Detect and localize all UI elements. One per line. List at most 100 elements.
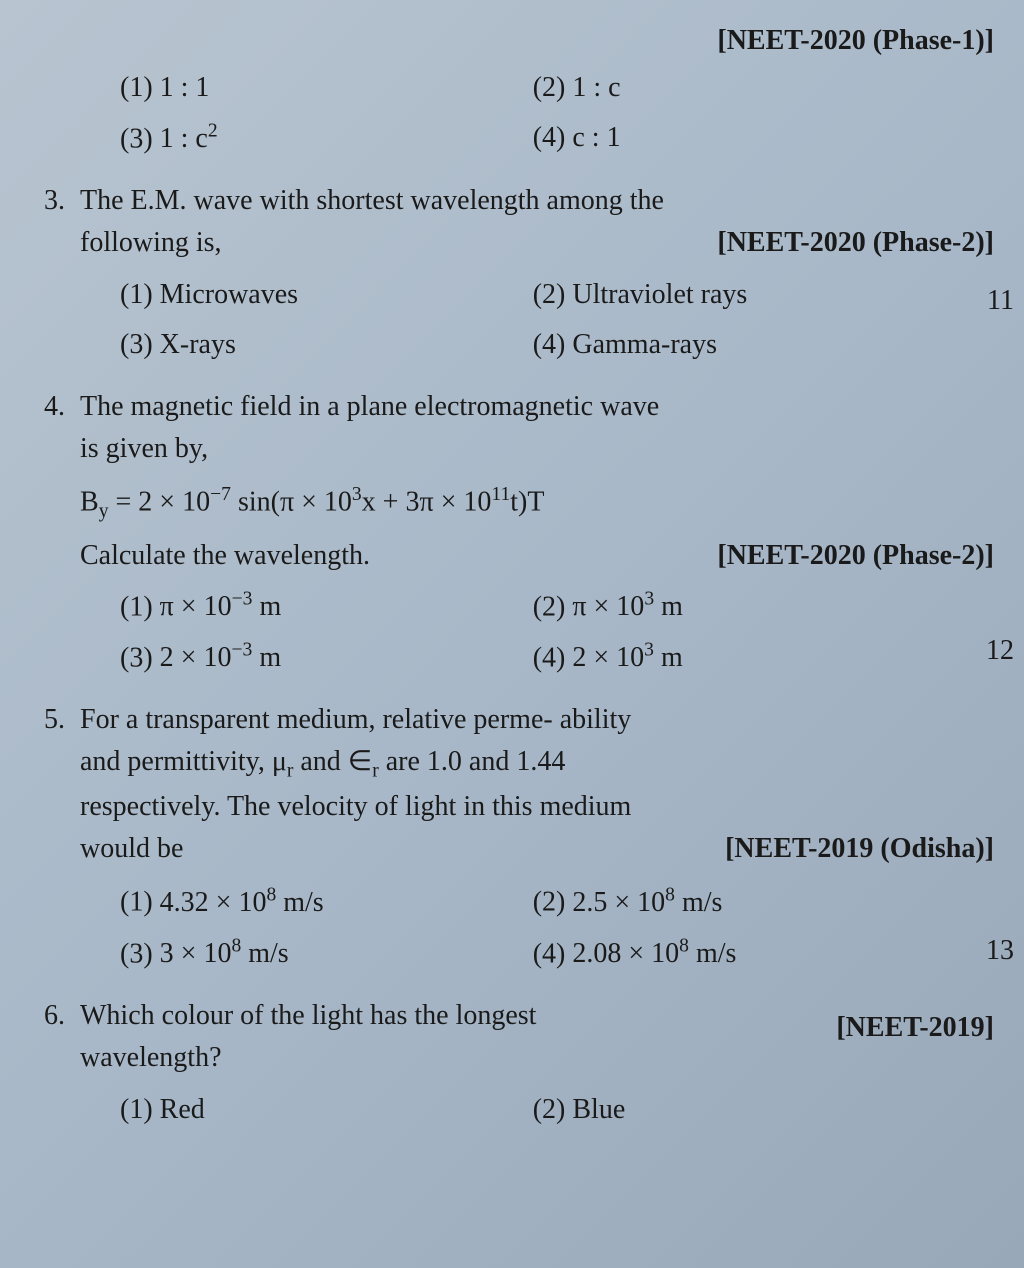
q4-opt4-num: (4) (533, 642, 566, 673)
q4-number: 4. (30, 386, 80, 470)
q3-exam-tag: [NEET-2020 (Phase-2)] (717, 222, 994, 264)
q4-opt2-num: (2) (533, 591, 566, 622)
exam-tag-q2: [NEET-2020 (Phase-1)] (717, 20, 994, 62)
question-5: 5. For a transparent medium, relative pe… (30, 699, 994, 870)
q6-number: 6. (30, 995, 80, 1079)
q3-line1: The E.M. wave with shortest wavelength a… (80, 180, 994, 222)
q6-opt1-text: Red (160, 1094, 205, 1125)
q3-opt1-text: Microwaves (160, 279, 298, 310)
margin-num-13: 13 (986, 930, 1014, 972)
q2-opt3-text: 1 : c2 (160, 123, 218, 154)
q5-opt1-text: 4.32 × 108 m/s (160, 887, 324, 918)
q4-opt1-num: (1) (120, 591, 153, 622)
q4-calc-text: Calculate the wavelength. (80, 535, 717, 577)
q4-opt4-text: 2 × 103 m (572, 642, 682, 673)
q4-line1: The magnetic field in a plane electromag… (80, 386, 994, 428)
q2-opt1-num: (1) (120, 72, 153, 103)
q3-opt4: (4) Gamma-rays (493, 324, 994, 366)
q3-opt2: (2) Ultraviolet rays (493, 274, 994, 316)
q2-opt4: (4) c : 1 (493, 117, 994, 160)
q2-opt2: (2) 1 : c (493, 67, 994, 109)
q4-opt2: (2) π × 103 m (493, 585, 994, 628)
q6-line2: wavelength? (80, 1037, 222, 1079)
q5-exam-tag: [NEET-2019 (Odisha)] (725, 828, 994, 870)
q5-opt3-num: (3) (120, 938, 153, 969)
q5-options-row2: (3) 3 × 108 m/s (4) 2.08 × 108 m/s (30, 932, 994, 975)
q4-options-row2: (3) 2 × 10−3 m (4) 2 × 103 m (30, 636, 994, 679)
q3-opt2-num: (2) (533, 279, 566, 310)
q3-opt2-text: Ultraviolet rays (572, 279, 747, 310)
q2-options-row2: (3) 1 : c2 (4) c : 1 (30, 117, 994, 160)
q3-opt3-text: X-rays (160, 329, 236, 360)
q2-opt2-text: 1 : c (572, 72, 620, 103)
q3-options-row1: (1) Microwaves (2) Ultraviolet rays (30, 274, 994, 316)
q4-opt4: (4) 2 × 103 m (493, 636, 994, 679)
q5-text: For a transparent medium, relative perme… (80, 699, 994, 870)
q2-opt2-num: (2) (533, 72, 566, 103)
q3-opt4-num: (4) (533, 329, 566, 360)
q4-formula: By = 2 × 10−7 sin(π × 103x + 3π × 1011t)… (30, 480, 994, 526)
q3-opt4-text: Gamma-rays (572, 329, 717, 360)
q3-opt3-num: (3) (120, 329, 153, 360)
q5-line4: would be (80, 828, 183, 870)
q2-opt1-text: 1 : 1 (160, 72, 210, 103)
q3-opt3: (3) X-rays (30, 324, 493, 366)
q4-opt3: (3) 2 × 10−3 m (30, 636, 493, 679)
q5-opt2-text: 2.5 × 108 m/s (572, 887, 722, 918)
q4-opt3-text: 2 × 10−3 m (160, 642, 281, 673)
q6-opt2-num: (2) (533, 1094, 566, 1125)
q5-opt3: (3) 3 × 108 m/s (30, 932, 493, 975)
q2-opt3: (3) 1 : c2 (30, 117, 493, 160)
q5-opt4-text: 2.08 × 108 m/s (572, 938, 736, 969)
q4-text: The magnetic field in a plane electromag… (80, 386, 994, 470)
q5-line4-row: would be [NEET-2019 (Odisha)] (80, 828, 994, 870)
q5-opt3-text: 3 × 108 m/s (160, 938, 289, 969)
q4-line2: is given by, (80, 428, 994, 470)
question-4: 4. The magnetic field in a plane electro… (30, 386, 994, 470)
q6-text: Which colour of the light has the longes… (80, 995, 994, 1079)
q6-opt1: (1) Red (30, 1089, 493, 1131)
q5-opt2: (2) 2.5 × 108 m/s (493, 880, 994, 923)
q5-line3: respectively. The velocity of light in t… (80, 786, 994, 828)
q6-exam-tag: [NEET-2019] (836, 1007, 994, 1079)
q3-line2: following is, (80, 222, 222, 264)
q3-line2-row: following is, [NEET-2020 (Phase-2)] (80, 222, 994, 264)
q5-opt1-num: (1) (120, 887, 153, 918)
q4-exam-tag: [NEET-2020 (Phase-2)] (717, 535, 994, 577)
q5-line2: and permittivity, μr and ∈r are 1.0 and … (80, 741, 994, 786)
q3-text: The E.M. wave with shortest wavelength a… (80, 180, 994, 264)
q6-opt1-num: (1) (120, 1094, 153, 1125)
top-partial-header: [NEET-2020 (Phase-1)] (30, 20, 994, 62)
q4-opt1: (1) π × 10−3 m (30, 585, 493, 628)
q4-opt1-text: π × 10−3 m (160, 591, 282, 622)
q4-opt3-num: (3) (120, 642, 153, 673)
q6-opt2: (2) Blue (493, 1089, 994, 1131)
q3-opt1: (1) Microwaves (30, 274, 493, 316)
margin-num-12: 12 (986, 630, 1014, 672)
q5-opt2-num: (2) (533, 887, 566, 918)
q4-options-row1: (1) π × 10−3 m (2) π × 103 m (30, 585, 994, 628)
q5-number: 5. (30, 699, 80, 870)
q6-options-row1: (1) Red (2) Blue (30, 1089, 994, 1131)
margin-num-11: 11 (987, 280, 1014, 322)
q2-opt3-num: (3) (120, 123, 153, 154)
q5-opt4: (4) 2.08 × 108 m/s (493, 932, 994, 975)
q2-opt4-num: (4) (533, 122, 566, 153)
q4-opt2-text: π × 103 m (572, 591, 683, 622)
q5-opt1: (1) 4.32 × 108 m/s (30, 880, 493, 923)
q3-options-row2: (3) X-rays (4) Gamma-rays (30, 324, 994, 366)
q2-opt4-text: c : 1 (572, 122, 620, 153)
page-content: [NEET-2020 (Phase-1)] (1) 1 : 1 (2) 1 : … (30, 20, 994, 1131)
q3-number: 3. (30, 180, 80, 264)
q5-opt4-num: (4) (533, 938, 566, 969)
q4-calc-row: Calculate the wavelength. [NEET-2020 (Ph… (30, 535, 994, 577)
q6-opt2-text: Blue (572, 1094, 625, 1125)
q6-line2-row: wavelength? [NEET-2019] (80, 1037, 994, 1079)
q2-options-row1: (1) 1 : 1 (2) 1 : c (30, 67, 994, 109)
question-6: 6. Which colour of the light has the lon… (30, 995, 994, 1079)
q5-line1: For a transparent medium, relative perme… (80, 699, 994, 741)
q2-opt1: (1) 1 : 1 (30, 67, 493, 109)
question-3: 3. The E.M. wave with shortest wavelengt… (30, 180, 994, 264)
q5-options-row1: (1) 4.32 × 108 m/s (2) 2.5 × 108 m/s (30, 880, 994, 923)
q3-opt1-num: (1) (120, 279, 153, 310)
